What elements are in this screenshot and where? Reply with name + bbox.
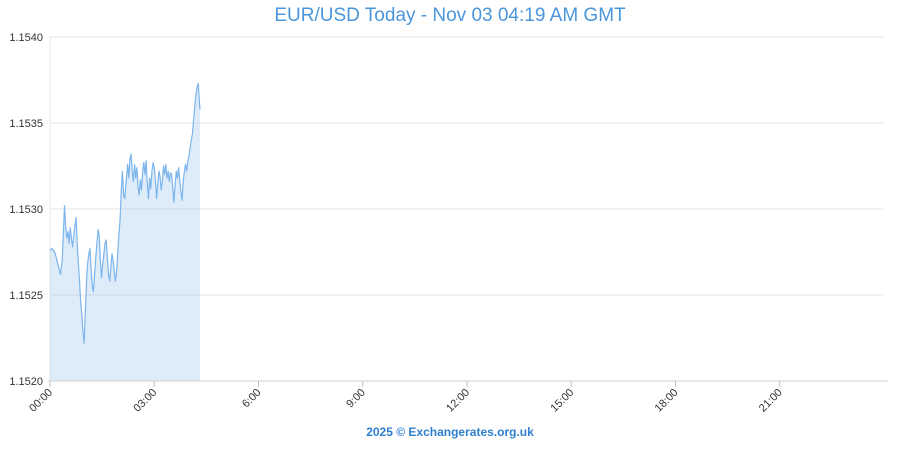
chart-title: EUR/USD Today - Nov 03 04:19 AM GMT xyxy=(274,5,626,26)
footer: 2025 © Exchangerates.org.uk xyxy=(0,423,900,441)
x-axis-label: 18:00 xyxy=(653,387,681,415)
copyright-link[interactable]: 2025 © Exchangerates.org.uk xyxy=(366,425,534,439)
y-axis-label: 1.1540 xyxy=(9,32,43,44)
x-axis-label: 12:00 xyxy=(444,387,472,415)
y-axis-label: 1.1530 xyxy=(9,204,43,216)
y-axis-label: 1.1520 xyxy=(9,376,43,388)
x-axis-label: 6:00 xyxy=(240,387,264,411)
x-axis-label: 00:00 xyxy=(27,387,55,415)
x-axis-label: 21:00 xyxy=(757,387,785,415)
x-axis-label: 15:00 xyxy=(548,387,576,415)
series-area-fill xyxy=(50,83,200,382)
y-axis-label: 1.1525 xyxy=(9,290,43,302)
x-axis-label: 03:00 xyxy=(131,387,159,415)
x-axis-label: 9:00 xyxy=(344,387,368,411)
y-axis-label: 1.1535 xyxy=(9,118,43,130)
series-line xyxy=(49,82,201,344)
